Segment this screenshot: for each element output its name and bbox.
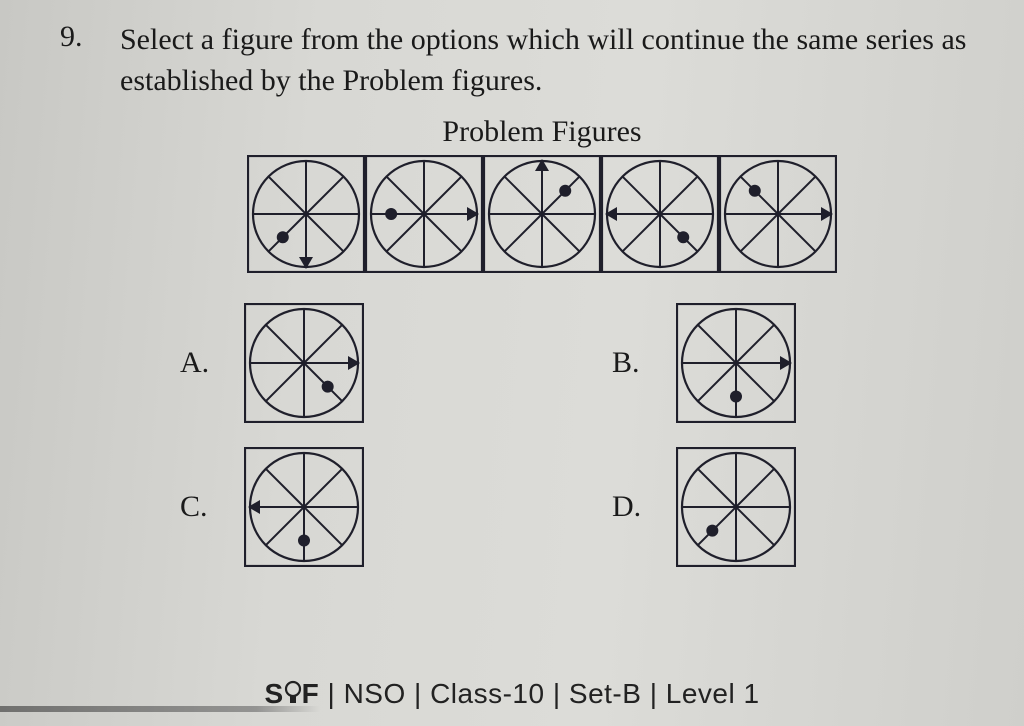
- option[interactable]: D.: [612, 447, 984, 567]
- option-label: D.: [612, 490, 652, 524]
- figure-cell: [676, 303, 796, 423]
- footer: S F | NSO | Class-10 | Set-B | Level 1: [0, 678, 1024, 710]
- marker-dot: [298, 534, 310, 546]
- marker-dot: [749, 185, 761, 197]
- marker-dot: [385, 208, 397, 220]
- marker-dot: [730, 390, 742, 402]
- problem-figures-row: [100, 155, 984, 273]
- option[interactable]: C.: [180, 447, 552, 567]
- marker-dot: [277, 231, 289, 243]
- footer-sof-f: F: [302, 678, 320, 709]
- question-number: 9.: [60, 20, 100, 54]
- page: 9. Select a figure from the options whic…: [0, 0, 1024, 726]
- marker-dot: [559, 185, 571, 197]
- question-row: 9. Select a figure from the options whic…: [60, 20, 984, 101]
- option[interactable]: B.: [612, 303, 984, 423]
- marker-dot: [677, 231, 689, 243]
- figure-cell: [244, 303, 364, 423]
- options-grid: A. B. C. D.: [180, 303, 984, 567]
- figure-cell: [483, 155, 601, 273]
- figure-cell: [247, 155, 365, 273]
- bulb-icon: [284, 678, 302, 710]
- figure-cell: [244, 447, 364, 567]
- figure-cell: [365, 155, 483, 273]
- question-text: Select a figure from the options which w…: [120, 20, 984, 101]
- option-label: A.: [180, 346, 220, 380]
- option-label: C.: [180, 490, 220, 524]
- footer-sof-s: S: [264, 678, 283, 709]
- figure-cell: [601, 155, 719, 273]
- problem-figures-title: Problem Figures: [100, 115, 984, 149]
- option-label: B.: [612, 346, 652, 380]
- figure-cell: [719, 155, 837, 273]
- marker-dot: [706, 525, 718, 537]
- figure-cell: [676, 447, 796, 567]
- footer-text: S F | NSO | Class-10 | Set-B | Level 1: [264, 678, 759, 710]
- marker-dot: [322, 381, 334, 393]
- footer-rest: | NSO | Class-10 | Set-B | Level 1: [319, 678, 759, 709]
- option[interactable]: A.: [180, 303, 552, 423]
